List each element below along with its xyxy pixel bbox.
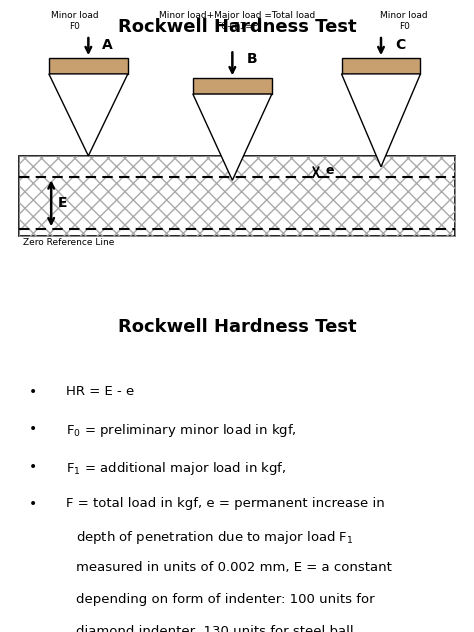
Text: •: • — [29, 385, 37, 399]
Text: Minor load: Minor load — [51, 11, 98, 20]
Bar — [193, 78, 272, 94]
Text: F0: F0 — [69, 22, 80, 31]
Text: F$_1$ = additional major load in kgf,: F$_1$ = additional major load in kgf, — [66, 459, 287, 477]
Bar — [18, 156, 456, 236]
Text: Rockwell Hardness Test: Rockwell Hardness Test — [118, 18, 356, 36]
Text: Minor load+Major load =Total load: Minor load+Major load =Total load — [159, 11, 315, 20]
Text: HR = E - e: HR = E - e — [66, 385, 135, 398]
Text: A: A — [102, 38, 113, 52]
Text: depending on form of indenter: 100 units for: depending on form of indenter: 100 units… — [76, 593, 374, 606]
Bar — [341, 58, 420, 74]
Polygon shape — [341, 74, 420, 167]
Text: depth of penetration due to major load F$_1$: depth of penetration due to major load F… — [76, 529, 354, 546]
Text: measured in units of 0.002 mm, E = a constant: measured in units of 0.002 mm, E = a con… — [76, 561, 392, 574]
Text: F$_0$ = preliminary minor load in kgf,: F$_0$ = preliminary minor load in kgf, — [66, 422, 297, 439]
Text: F0+F1=F: F0+F1=F — [216, 22, 258, 31]
Text: B: B — [246, 52, 257, 66]
Text: Minor load: Minor load — [381, 11, 428, 20]
Polygon shape — [193, 94, 272, 180]
Text: Rockwell Hardness Test: Rockwell Hardness Test — [118, 317, 356, 336]
Bar — [49, 58, 128, 74]
Text: •: • — [29, 459, 37, 473]
Text: •: • — [29, 497, 37, 511]
Text: E: E — [58, 197, 68, 210]
Text: e: e — [325, 164, 334, 177]
Bar — [18, 156, 456, 236]
Text: Zero Reference Line: Zero Reference Line — [23, 238, 115, 247]
Text: •: • — [29, 422, 37, 436]
Polygon shape — [49, 74, 128, 156]
Text: C: C — [395, 38, 405, 52]
Text: F0: F0 — [399, 22, 410, 31]
Text: diamond indenter, 130 units for steel ball: diamond indenter, 130 units for steel ba… — [76, 625, 354, 632]
Text: F = total load in kgf, e = permanent increase in: F = total load in kgf, e = permanent inc… — [66, 497, 385, 510]
